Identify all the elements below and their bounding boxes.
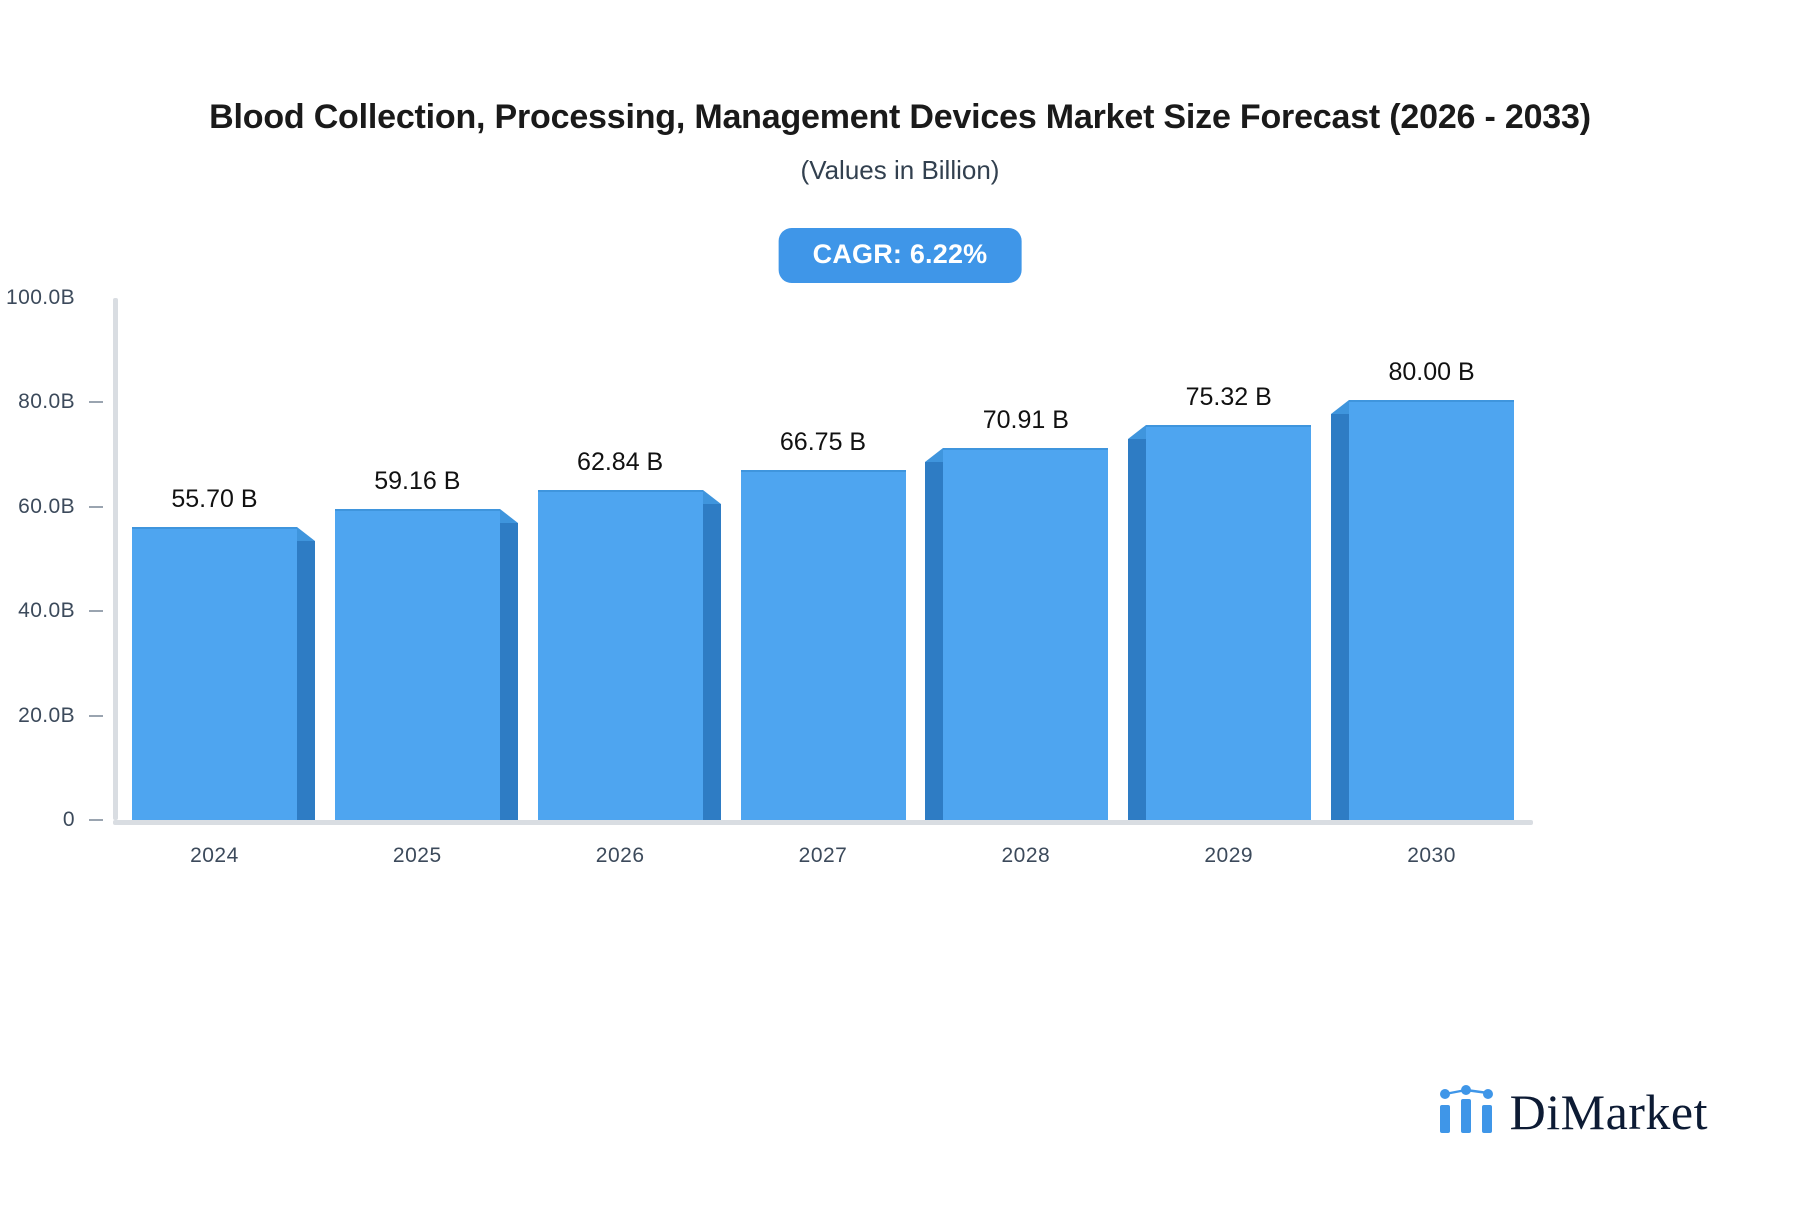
y-axis-tick: 60.0B <box>18 495 113 519</box>
bar[interactable] <box>537 298 721 820</box>
bar-front-face <box>1349 400 1515 820</box>
bar[interactable] <box>740 298 906 820</box>
y-axis-tick: 80.0B <box>18 390 113 414</box>
bar-top-chamfer <box>499 509 518 524</box>
bar-top-chamfer <box>925 447 944 462</box>
cagr-badge: CAGR: 6.22% <box>778 228 1022 283</box>
page-title: Blood Collection, Processing, Management… <box>209 98 1591 136</box>
bar-chart-icon <box>1436 1083 1498 1140</box>
bar-front-face <box>943 447 1109 820</box>
y-axis-tick: 100.0B <box>6 286 113 310</box>
x-axis-tick-label: 2030 <box>1407 844 1456 867</box>
bar-front-face <box>131 527 297 820</box>
bar-front-face <box>334 509 500 820</box>
y-axis-tick-mark <box>89 819 103 821</box>
bar-front-face <box>740 469 906 820</box>
bar-value-label: 80.00 B <box>1388 358 1475 387</box>
bar-side-face <box>702 503 721 820</box>
y-axis-tick-mark <box>89 401 103 404</box>
y-axis-line <box>113 298 118 820</box>
bar-side-face <box>296 541 315 820</box>
y-axis-tick: 0 <box>63 808 113 832</box>
bar-front-face <box>1146 424 1312 820</box>
bar-side-face <box>925 461 944 820</box>
bar-side-face <box>499 523 518 820</box>
y-axis-tick-mark <box>89 505 103 508</box>
bar-side-face <box>1128 438 1147 820</box>
bar[interactable] <box>334 298 518 820</box>
x-axis-tick-label: 2026 <box>595 844 645 867</box>
bar-side-face <box>1331 414 1350 820</box>
bar[interactable] <box>131 298 315 820</box>
bar-top-chamfer <box>1331 400 1350 415</box>
y-axis-tick-label: 60.0B <box>18 494 75 518</box>
chart-subtitle: (Values in Billion) <box>800 154 1000 185</box>
x-axis-tick-label: 2029 <box>1204 844 1254 867</box>
y-axis-tick-mark <box>89 714 103 717</box>
bar-value-label: 55.70 B <box>171 485 258 514</box>
y-axis-tick: 20.0B <box>18 704 113 728</box>
y-axis-tick-label: 0 <box>62 808 75 831</box>
bar-top-chamfer <box>296 527 315 542</box>
title-block: Blood Collection, Processing, Management… <box>120 95 1680 186</box>
brand-name: DiMarket <box>1509 1083 1708 1140</box>
plot-area: 100.0B 80.0B 60.0B 40.0B 20.0B 0 2024 2025 2026… <box>6 286 1533 867</box>
bar-value-label: 70.91 B <box>982 405 1069 434</box>
bars-layer <box>113 298 1533 820</box>
brand-logo: DiMarket <box>1436 1083 1708 1140</box>
bar-value-label: 62.84 B <box>577 447 664 476</box>
x-axis-line <box>113 820 1533 825</box>
bar-value-label: 59.16 B <box>374 467 461 496</box>
x-axis-tick-label: 2028 <box>1001 844 1051 867</box>
bar[interactable] <box>925 298 1109 820</box>
bar[interactable] <box>1331 298 1515 820</box>
y-axis-tick-label: 40.0B <box>18 599 75 623</box>
x-axis-tick-label: 2025 <box>392 844 442 867</box>
y-axis-tick-label: 100.0B <box>6 286 75 309</box>
bar-top-chamfer <box>702 489 721 504</box>
y-axis-tick: 40.0B <box>18 599 113 623</box>
bar-value-label: 66.75 B <box>779 427 867 456</box>
y-axis-tick-label: 80.0B <box>18 390 75 414</box>
bar-value-label: 75.32 B <box>1185 382 1272 411</box>
y-axis-tick-mark <box>89 610 103 613</box>
bar-front-face <box>537 489 703 820</box>
x-axis-tick-label: 2027 <box>798 844 848 867</box>
bar[interactable] <box>1128 298 1312 820</box>
bar-top-chamfer <box>1128 424 1147 439</box>
x-axis-tick-label: 2024 <box>190 844 239 867</box>
y-axis-tick-label: 20.0B <box>18 703 75 727</box>
